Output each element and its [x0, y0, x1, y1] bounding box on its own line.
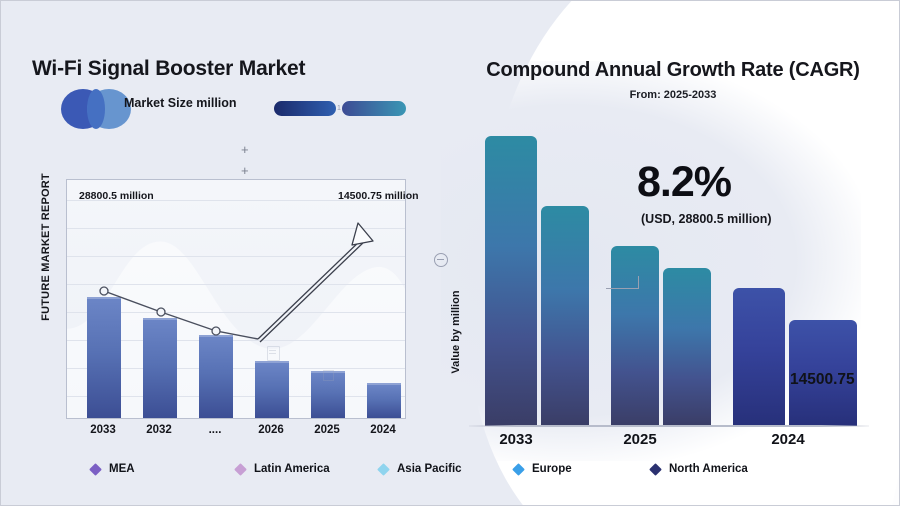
legend-swatch-north-america — [649, 462, 662, 476]
left-chart-end-value: 14500.75 million — [338, 190, 419, 202]
right-chart-baseline — [469, 425, 869, 427]
rbar-2033-primary — [485, 136, 537, 426]
minus-circle-icon — [434, 253, 448, 267]
cagr-usd-note: (USD, 28800.5 million) — [641, 212, 772, 226]
right-chart-bars — [471, 126, 871, 426]
bar-2025 — [311, 371, 345, 418]
legend-swatch-mea — [89, 462, 102, 476]
rbar-2033-secondary — [541, 206, 589, 426]
bar-2033 — [87, 297, 121, 418]
x-label-2033: 2033 — [90, 424, 116, 436]
rx-label-2024: 2024 — [771, 431, 805, 448]
rx-label-2025: 2025 — [623, 431, 657, 448]
legend-label-europe: Europe — [532, 463, 572, 475]
legend-swatch-asia-pacific — [377, 462, 390, 476]
cagr-period: From: 2025-2033 — [629, 89, 717, 101]
gradient-pill-left — [274, 101, 336, 116]
x-label-ellipsis: .... — [208, 424, 222, 436]
legend-item-asia-pacific: Asia Pacific — [377, 462, 462, 476]
rbar-2024-secondary — [789, 320, 857, 426]
legend-item-europe: Europe — [512, 462, 572, 476]
right-chart-x-axis-labels: 2033 2025 2024 — [471, 431, 871, 453]
x-label-2024: 2024 — [370, 424, 396, 436]
cagr-title: Compound Annual Growth Rate (CAGR) — [486, 59, 860, 81]
legend-label-latin-america: Latin America — [254, 463, 330, 475]
bar-2026 — [255, 361, 289, 418]
brand-row — [61, 89, 139, 129]
legend-label-mea: MEA — [109, 463, 135, 475]
overlapping-circles-logo — [61, 89, 139, 129]
logo-circle-overlap — [87, 89, 105, 129]
legend-swatch-latin-america — [234, 462, 247, 476]
x-label-2032: 2032 — [146, 424, 172, 436]
rbar-2024-primary — [733, 288, 785, 426]
bracket-horizontal — [606, 288, 639, 289]
left-chart-start-value: 28800.5 million — [79, 190, 154, 202]
legend-item-north-america: North America — [649, 462, 748, 476]
bar-dots — [199, 335, 233, 418]
legend-label-asia-pacific: Asia Pacific — [397, 463, 462, 475]
brand-subtitle: Market Size million — [124, 96, 237, 110]
bracket-vertical — [638, 276, 639, 289]
left-chart-x-axis-labels: 2033 2032 .... 2026 2025 2024 — [66, 424, 406, 444]
x-label-2026: 2026 — [258, 424, 284, 436]
pill-separator: 1 — [337, 105, 341, 112]
left-chart-y-axis-label: FUTURE MARKET REPORT — [40, 173, 52, 321]
gradient-pill-right — [342, 101, 406, 116]
legend-swatch-europe — [512, 462, 525, 476]
up-right-arrow-icon — [257, 222, 374, 343]
rbar-2025-secondary — [663, 268, 711, 426]
left-chart-bars — [67, 180, 405, 418]
bar-2032 — [143, 318, 177, 418]
x-label-2025: 2025 — [314, 424, 340, 436]
rbar-2025-primary — [611, 246, 659, 426]
rx-label-2033: 2033 — [499, 431, 533, 448]
legend-label-north-america: North America — [669, 463, 748, 475]
document-watermark-icon — [267, 346, 280, 361]
region-legend: MEA Latin America Asia Pacific Europe No… — [1, 462, 899, 495]
legend-item-latin-america: Latin America — [234, 462, 330, 476]
cagr-value: 8.2% — [637, 158, 732, 206]
legend-item-mea: MEA — [89, 462, 135, 476]
plus-icon-lower: + — [241, 163, 249, 178]
square-watermark-icon — [323, 370, 334, 381]
left-chart-trend-line — [99, 222, 374, 343]
plus-icon-upper: + — [241, 142, 249, 157]
right-chart-y-axis-label: Value by million — [450, 290, 462, 374]
page-title: Wi-Fi Signal Booster Market — [32, 57, 306, 80]
right-chart-end-value: 14500.75 — [790, 371, 855, 388]
bar-2024 — [367, 383, 401, 418]
